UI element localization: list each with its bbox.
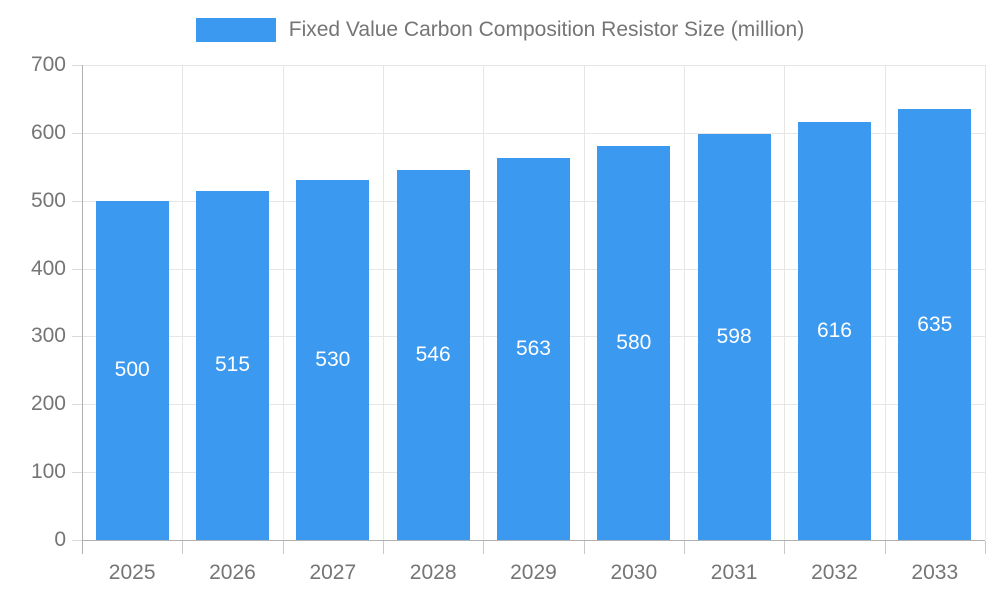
y-axis-tick bbox=[72, 65, 82, 66]
bars-layer: 500 515 530 546 563 580 598 616 635 bbox=[82, 65, 985, 540]
x-axis-tick-label: 2033 bbox=[911, 561, 959, 584]
gridline-vertical bbox=[884, 65, 886, 540]
y-axis-tick-label: 100 bbox=[30, 460, 66, 484]
gridline-vertical bbox=[985, 65, 986, 540]
y-axis-tick-label: 300 bbox=[30, 324, 66, 348]
gridline-horizontal bbox=[82, 132, 985, 134]
x-axis-tick bbox=[182, 541, 184, 554]
y-axis-tick-label: 600 bbox=[30, 120, 66, 144]
x-axis-labels: 2025 2026 2027 2028 2029 2030 2031 2032 2033 bbox=[82, 561, 985, 585]
legend-swatch bbox=[195, 18, 276, 42]
plot-area: 500 515 530 546 563 580 598 616 635 bbox=[82, 65, 986, 540]
y-axis-line bbox=[82, 65, 83, 554]
bar-band: 530 bbox=[283, 65, 383, 540]
y-axis-tick bbox=[72, 472, 82, 474]
bar-value-label: 635 bbox=[917, 312, 953, 336]
x-axis-tick bbox=[583, 541, 585, 554]
gridline-vertical bbox=[182, 65, 184, 540]
x-axis-tick bbox=[383, 541, 384, 554]
bar: 616 bbox=[797, 122, 872, 540]
y-axis-tick bbox=[72, 132, 82, 134]
gridline-vertical bbox=[383, 65, 384, 540]
bar-value-label: 580 bbox=[616, 331, 652, 355]
x-axis-tick-label: 2032 bbox=[811, 561, 858, 584]
y-axis-tick bbox=[72, 268, 82, 270]
legend-label: Fixed Value Carbon Composition Resistor … bbox=[288, 18, 805, 41]
gridline-vertical bbox=[282, 65, 284, 540]
bar: 635 bbox=[898, 109, 972, 540]
y-axis-tick bbox=[72, 540, 82, 541]
x-axis-tick bbox=[884, 541, 886, 554]
bar: 598 bbox=[697, 134, 771, 540]
x-axis-line bbox=[82, 540, 985, 541]
bar: 546 bbox=[396, 169, 470, 540]
bar-value-label: 598 bbox=[716, 325, 752, 349]
bar-value-label: 515 bbox=[214, 353, 251, 377]
bar: 530 bbox=[296, 180, 370, 540]
gridline-vertical bbox=[483, 65, 485, 540]
bar: 563 bbox=[496, 157, 571, 540]
gridline-vertical bbox=[684, 65, 685, 540]
gridline-vertical bbox=[784, 65, 786, 540]
x-axis-tick bbox=[784, 541, 786, 554]
bar-value-label: 563 bbox=[515, 336, 551, 360]
gridline-horizontal bbox=[82, 65, 985, 66]
y-axis-tick-label: 700 bbox=[30, 53, 66, 76]
bar: 500 bbox=[95, 200, 169, 540]
bar-band: 616 bbox=[784, 65, 884, 540]
x-axis-tick bbox=[684, 541, 685, 554]
y-axis-tick-label: 400 bbox=[30, 256, 66, 280]
x-axis-tick-label: 2030 bbox=[610, 561, 658, 584]
bar-band: 500 bbox=[82, 65, 182, 540]
bar-band: 598 bbox=[684, 65, 784, 540]
bar-band: 515 bbox=[182, 65, 282, 540]
bar-band: 635 bbox=[885, 65, 985, 540]
gridline-vertical bbox=[583, 65, 585, 540]
y-axis-tick-label: 0 bbox=[54, 528, 66, 551]
bar-value-label: 530 bbox=[315, 348, 351, 372]
chart-legend: Fixed Value Carbon Composition Resistor … bbox=[0, 16, 1000, 44]
x-axis-tick-label: 2029 bbox=[510, 561, 557, 584]
y-axis-tick bbox=[72, 404, 82, 406]
x-axis-tick-label: 2026 bbox=[209, 561, 256, 584]
y-axis-tick-label: 500 bbox=[30, 188, 66, 212]
x-axis-tick-label: 2027 bbox=[309, 561, 357, 584]
bar: 580 bbox=[597, 146, 671, 540]
y-axis-tick bbox=[72, 200, 82, 202]
bar-value-label: 546 bbox=[415, 342, 451, 366]
bar-value-label: 616 bbox=[816, 319, 852, 342]
x-axis-tick bbox=[483, 541, 485, 554]
bar-band: 580 bbox=[584, 65, 684, 540]
bar-band: 563 bbox=[483, 65, 583, 540]
x-axis-tick-label: 2031 bbox=[710, 561, 758, 584]
y-axis-tick bbox=[72, 336, 82, 338]
x-axis-tick-label: 2028 bbox=[409, 561, 457, 584]
x-axis-tick-label: 2025 bbox=[108, 561, 156, 584]
bar-band: 546 bbox=[383, 65, 483, 540]
x-axis-tick bbox=[282, 541, 284, 554]
x-axis-tick bbox=[985, 541, 986, 554]
y-axis-tick-label: 200 bbox=[30, 392, 66, 416]
bar: 515 bbox=[195, 190, 270, 540]
bar-value-label: 500 bbox=[114, 358, 150, 382]
